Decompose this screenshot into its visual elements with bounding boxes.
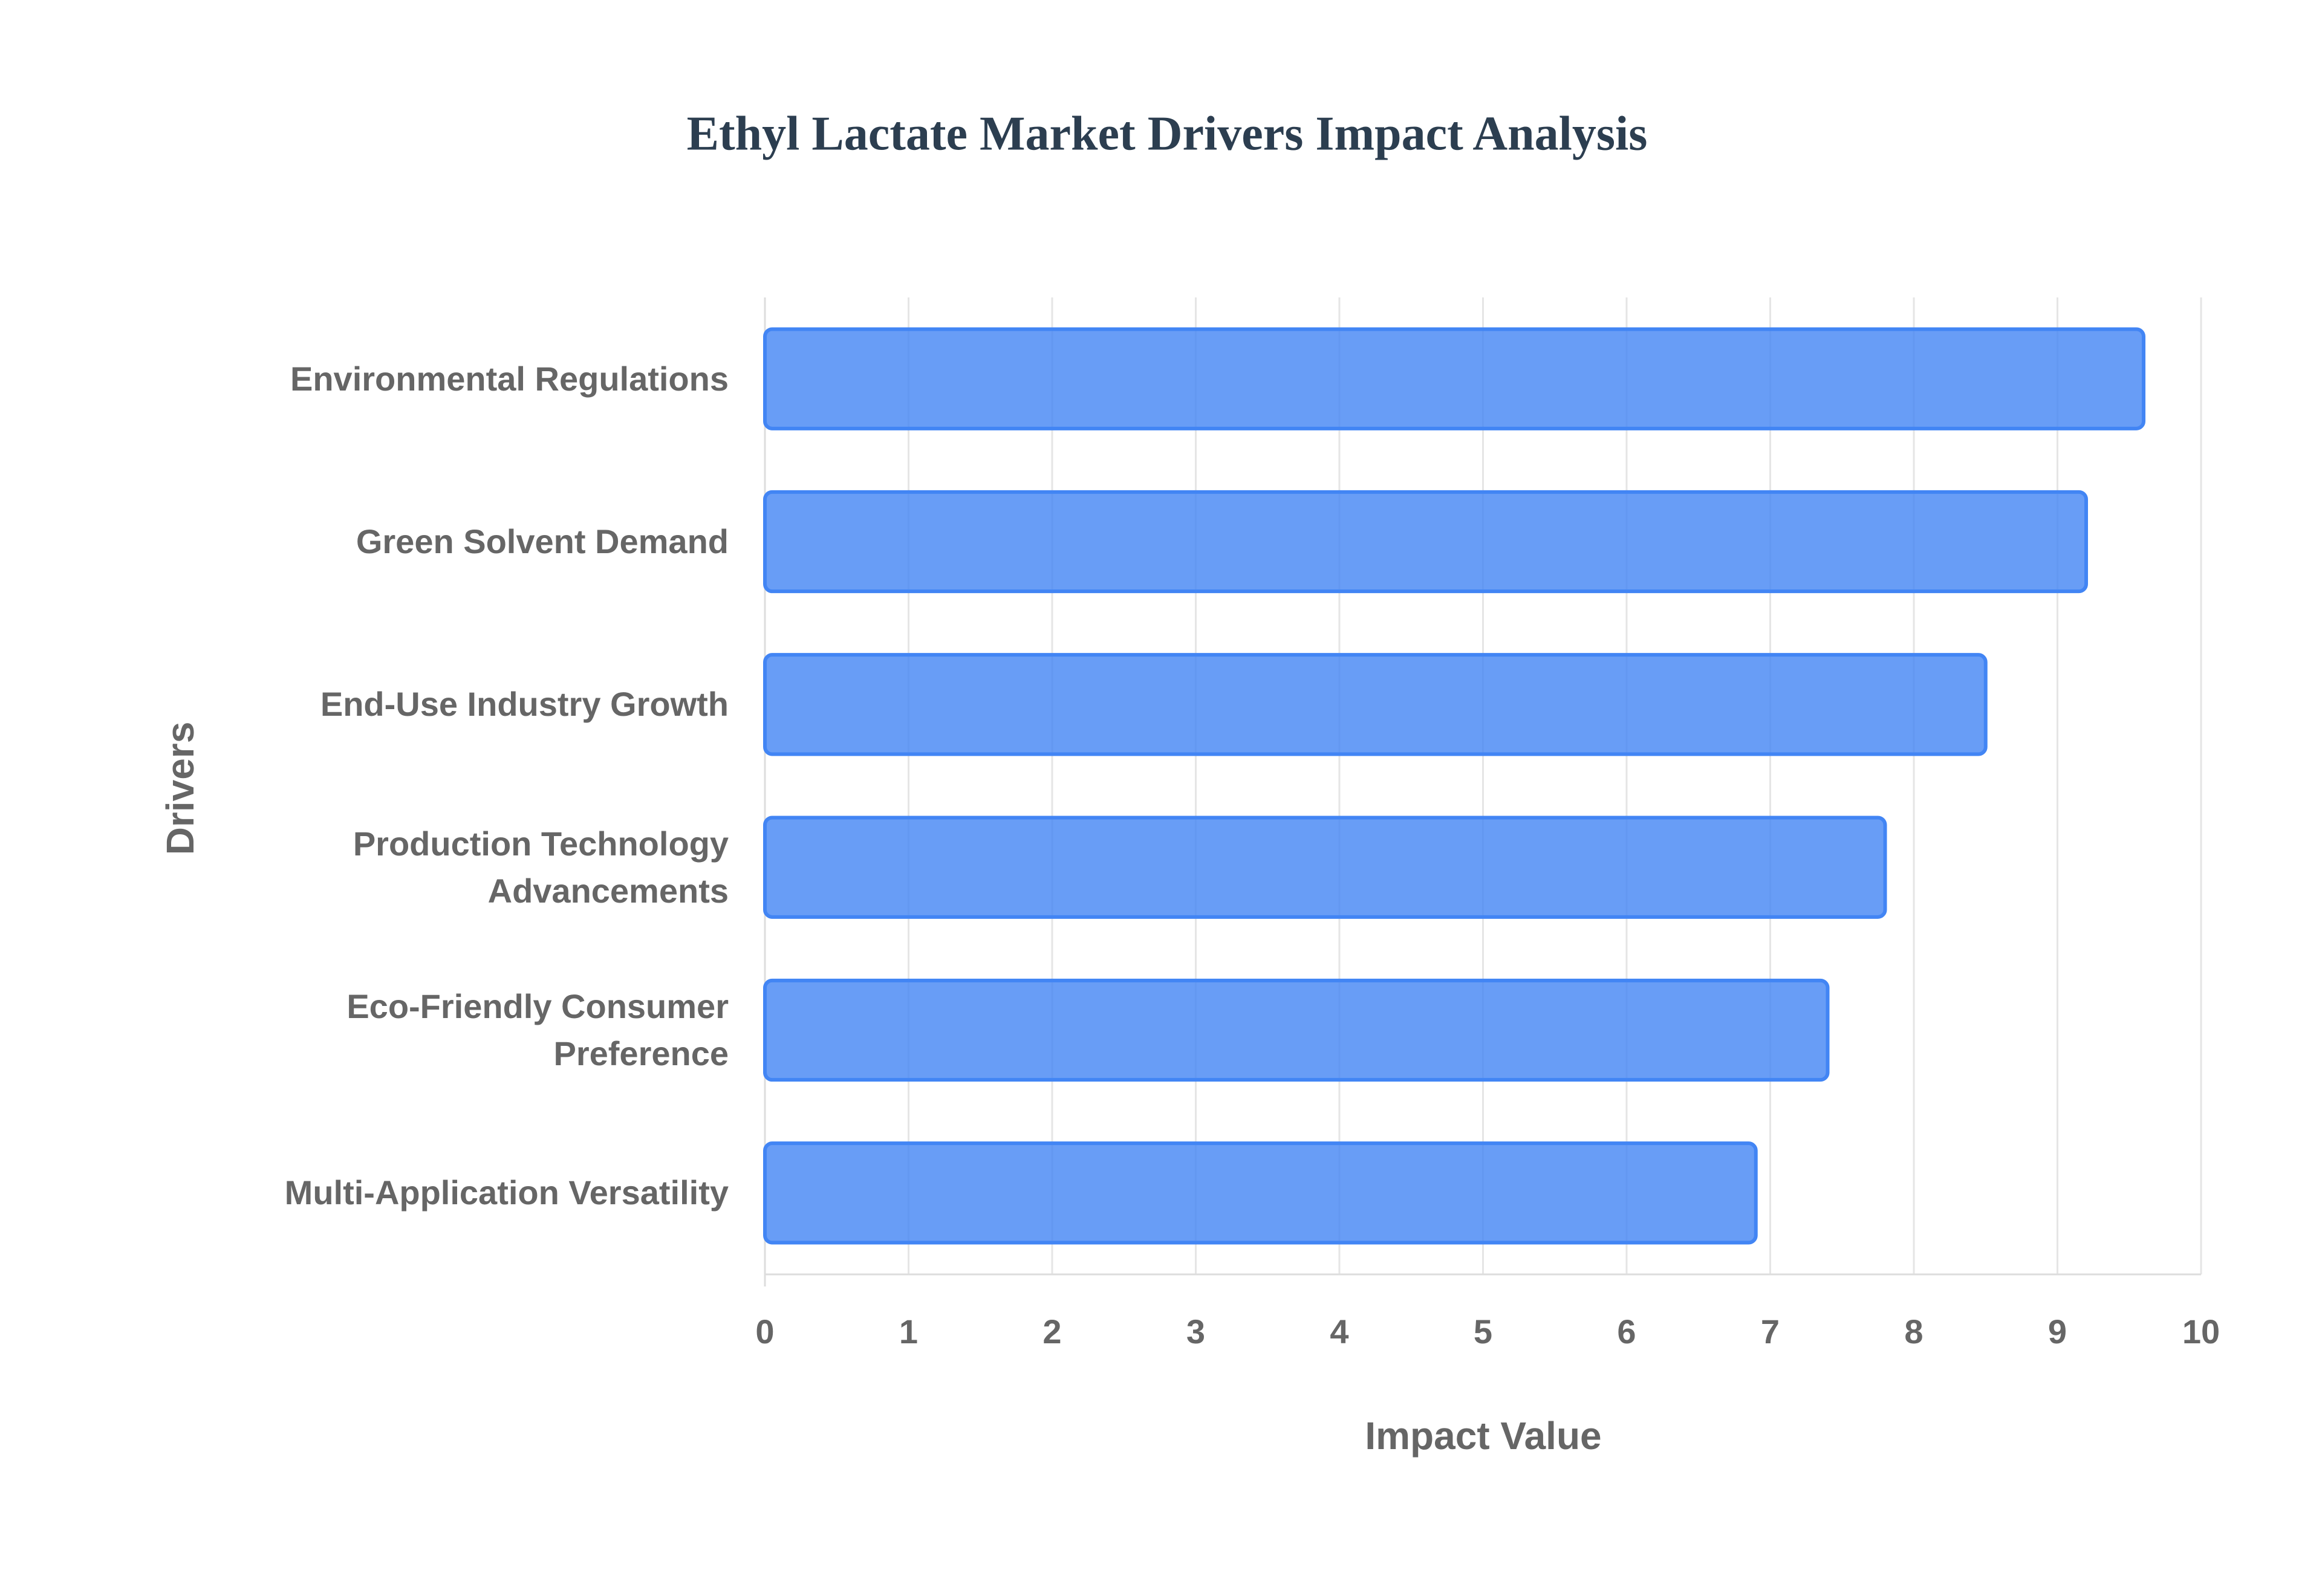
x-tick-label: 6 (1617, 1312, 1636, 1351)
y-tick-label: Green Solvent Demand (356, 522, 729, 560)
bar (763, 816, 1887, 919)
y-tick-label: Eco-Friendly Consumer Preference (346, 987, 729, 1072)
bar (763, 978, 1830, 1082)
x-tick-label: 5 (1474, 1312, 1492, 1351)
x-tick-label: 9 (2048, 1312, 2067, 1351)
y-tick-label: Environmental Regulations (290, 359, 729, 398)
x-tick-label: 3 (1186, 1312, 1205, 1351)
x-axis-title: Impact Value (1365, 1414, 1601, 1458)
x-tick-label: 8 (1904, 1312, 1923, 1351)
x-tick-label: 1 (899, 1312, 918, 1351)
y-tick-label: Multi-Application Versatility (284, 1173, 729, 1212)
y-tick-label: Production Technology Advancements (353, 824, 729, 910)
y-axis-title: Drivers (158, 722, 202, 855)
bar (763, 490, 2088, 594)
x-tick-label: 4 (1330, 1312, 1348, 1351)
x-tick-label: 0 (755, 1312, 774, 1351)
chart-title: Ethyl Lactate Market Drivers Impact Anal… (687, 107, 1648, 160)
bar (763, 327, 2145, 430)
x-tick-label: 7 (1761, 1312, 1780, 1351)
bar (763, 1141, 1758, 1245)
y-tick-label: End-Use Industry Growth (320, 685, 729, 724)
x-tick-label: 2 (1042, 1312, 1061, 1351)
bar (763, 653, 1988, 756)
x-tick-label: 10 (2182, 1312, 2220, 1351)
